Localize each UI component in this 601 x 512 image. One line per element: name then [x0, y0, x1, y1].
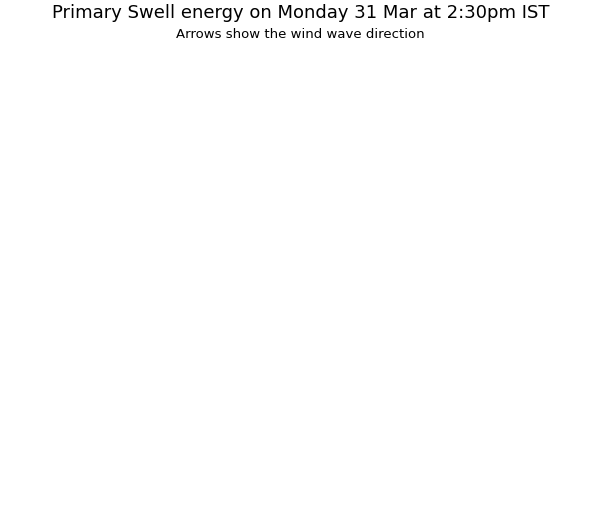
- Text: Primary Swell energy on Monday 31 Mar at 2:30pm IST: Primary Swell energy on Monday 31 Mar at…: [52, 4, 549, 22]
- Text: Arrows show the wind wave direction: Arrows show the wind wave direction: [176, 28, 425, 41]
